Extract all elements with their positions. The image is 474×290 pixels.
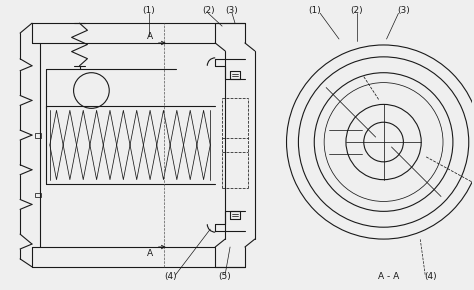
Text: (4): (4) (164, 272, 177, 281)
Text: A: A (146, 32, 153, 41)
Text: (1): (1) (308, 6, 320, 15)
Text: (3): (3) (226, 6, 238, 15)
Bar (35, 133, 41, 138)
Text: (2): (2) (202, 6, 215, 15)
Bar (35, 193, 41, 197)
Text: (4): (4) (424, 272, 437, 281)
Text: (2): (2) (351, 6, 363, 15)
Text: (1): (1) (143, 6, 155, 15)
Text: (3): (3) (397, 6, 410, 15)
Text: (5): (5) (219, 272, 231, 281)
Text: A - A: A - A (378, 272, 399, 281)
Text: A: A (146, 249, 153, 258)
